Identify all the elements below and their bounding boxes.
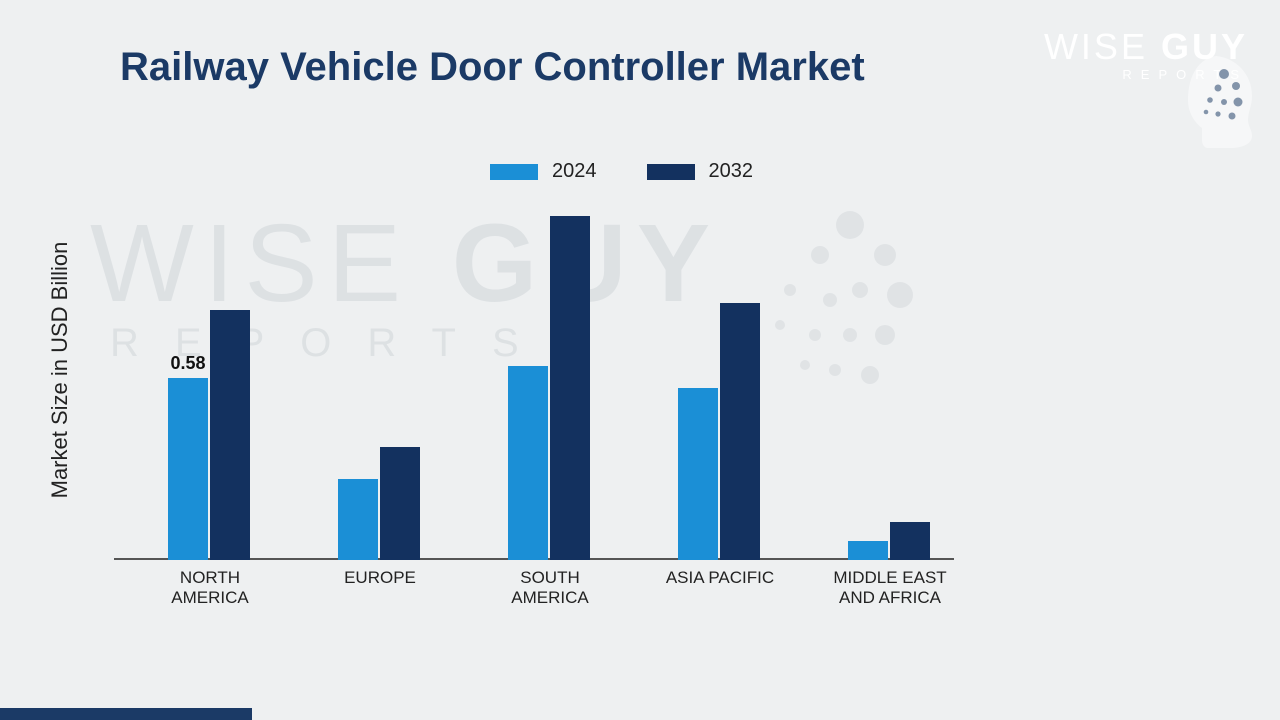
brand-head-icon [1170, 52, 1258, 152]
bar-2032 [720, 303, 760, 560]
legend-item-2024: 2024 [490, 160, 597, 183]
category-label: MIDDLE EAST AND AFRICA [830, 560, 950, 607]
bar-value-label: 0.58 [168, 353, 208, 374]
category-label: NORTH AMERICA [150, 560, 270, 607]
legend-label-2024: 2024 [552, 160, 597, 183]
chart-canvas: WISE GUY REPORTS WISE GUY REPORTS Railwa… [0, 0, 1280, 720]
bottom-strip [0, 708, 252, 720]
bar-2024 [338, 479, 378, 560]
legend-swatch-2032 [647, 164, 695, 180]
chart-title: Railway Vehicle Door Controller Market [120, 44, 865, 90]
legend-swatch-2024 [490, 164, 538, 180]
chart-area: Market Size in USD Billion 2024 2032 0.5… [60, 160, 960, 580]
bar-2032 [210, 310, 250, 560]
bar-2024 [848, 541, 888, 560]
legend: 2024 2032 [490, 160, 753, 183]
category-label: EUROPE [320, 560, 440, 588]
y-axis-label: Market Size in USD Billion [47, 242, 73, 499]
bar-2032 [550, 216, 590, 560]
category-label: ASIA PACIFIC [660, 560, 780, 588]
plot-area: 0.58NORTH AMERICAEUROPESOUTH AMERICAASIA… [114, 200, 954, 560]
bar-2024 [678, 388, 718, 560]
brand-word1: WISE [1044, 26, 1148, 67]
bar-2032 [890, 522, 930, 560]
bar-2032 [380, 447, 420, 560]
bar-2024 [168, 378, 208, 560]
legend-label-2032: 2032 [709, 160, 754, 183]
legend-item-2032: 2032 [647, 160, 754, 183]
category-label: SOUTH AMERICA [490, 560, 610, 607]
brand-logo: WISE GUY REPORTS [1044, 28, 1248, 81]
bar-2024 [508, 366, 548, 560]
